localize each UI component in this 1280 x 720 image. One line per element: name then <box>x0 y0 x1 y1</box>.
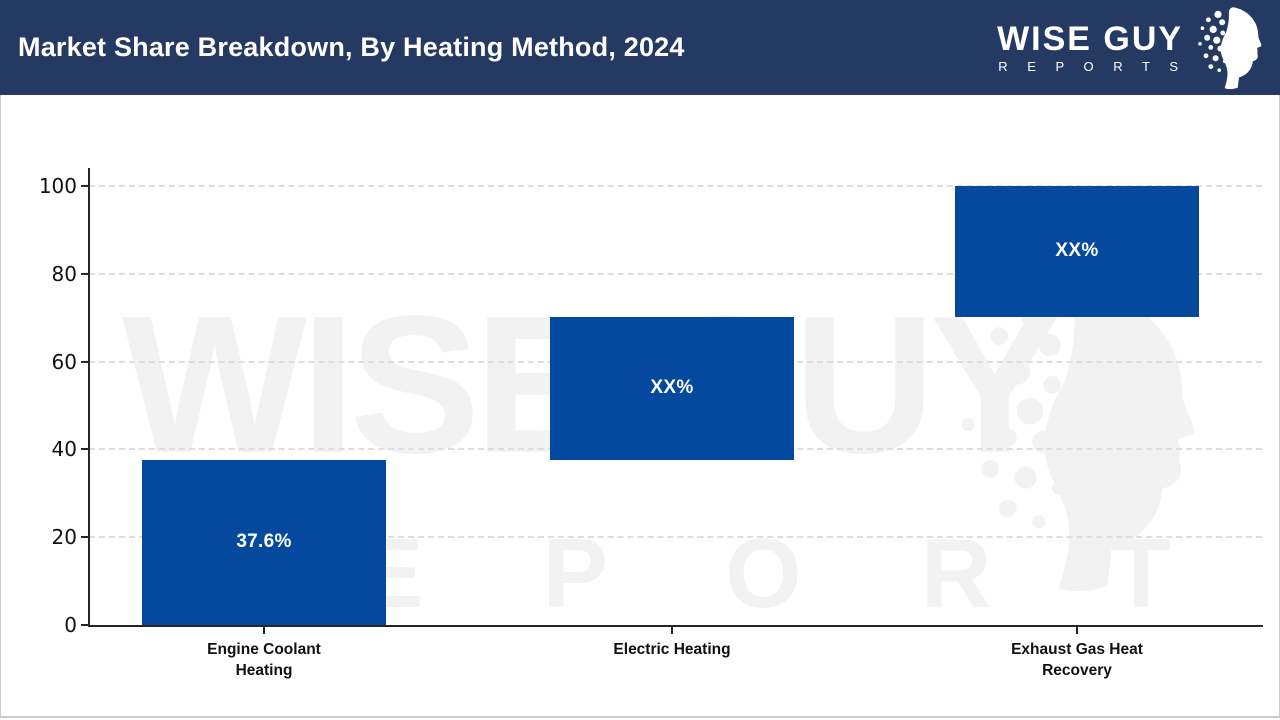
y-tick-mark-80 <box>81 272 89 275</box>
category-label-3: Exhaust Gas Heat Recovery <box>1011 641 1143 679</box>
category-label-2: Electric Heating <box>613 641 731 658</box>
header-bar: Market Share Breakdown, By Heating Metho… <box>0 0 1280 95</box>
y-tick-mark-60 <box>81 360 89 363</box>
page-title: Market Share Breakdown, By Heating Metho… <box>18 32 685 62</box>
y-tick-label-0: 0 <box>64 613 77 637</box>
y-tick-mark-0 <box>81 624 89 626</box>
gridline-y80 <box>89 272 1262 275</box>
bar-1: 37.6% <box>142 459 386 625</box>
bar-value-label-2: XX% <box>650 377 694 399</box>
bar-2: XX% <box>550 316 794 460</box>
y-tick-label-60: 60 <box>51 349 77 374</box>
y-tick-mark-40 <box>81 448 89 451</box>
y-tick-mark-100 <box>81 185 89 187</box>
y-axis-spine <box>88 168 90 627</box>
page-border-left <box>0 95 1 717</box>
category-label-1: Engine Coolant Heating <box>207 641 321 679</box>
y-tick-label-80: 80 <box>51 261 77 286</box>
bar-value-label-3: XX% <box>1055 240 1099 262</box>
logo-wordmark: WISE GUY <box>997 19 1184 58</box>
y-tick-label-100: 100 <box>38 174 77 198</box>
gridline-y100 <box>89 185 1262 187</box>
bar-chart: WISE GUY R E P O R T S 0 20 40 60 80 100 37.6%… <box>0 95 1280 720</box>
y-tick-label-20: 20 <box>51 525 77 550</box>
bar-value-label-1: 37.6% <box>236 531 292 553</box>
watermark-head-icon <box>961 289 1194 592</box>
x-tick-mark-1 <box>263 627 265 634</box>
gridline-y20 <box>89 536 1262 539</box>
logo-subtitle: R E P O R T S <box>998 58 1186 74</box>
x-tick-mark-3 <box>1076 627 1078 634</box>
x-axis-spine <box>88 625 1263 627</box>
x-tick-mark-2 <box>671 627 673 634</box>
y-tick-mark-20 <box>81 536 89 539</box>
y-tick-label-40: 40 <box>51 437 77 462</box>
wiseguy-head-icon <box>1198 6 1262 89</box>
bar-3: XX% <box>955 186 1199 317</box>
wiseguy-logo: WISE GUY R E P O R T S <box>994 6 1266 90</box>
page-border-bottom <box>0 716 1280 718</box>
